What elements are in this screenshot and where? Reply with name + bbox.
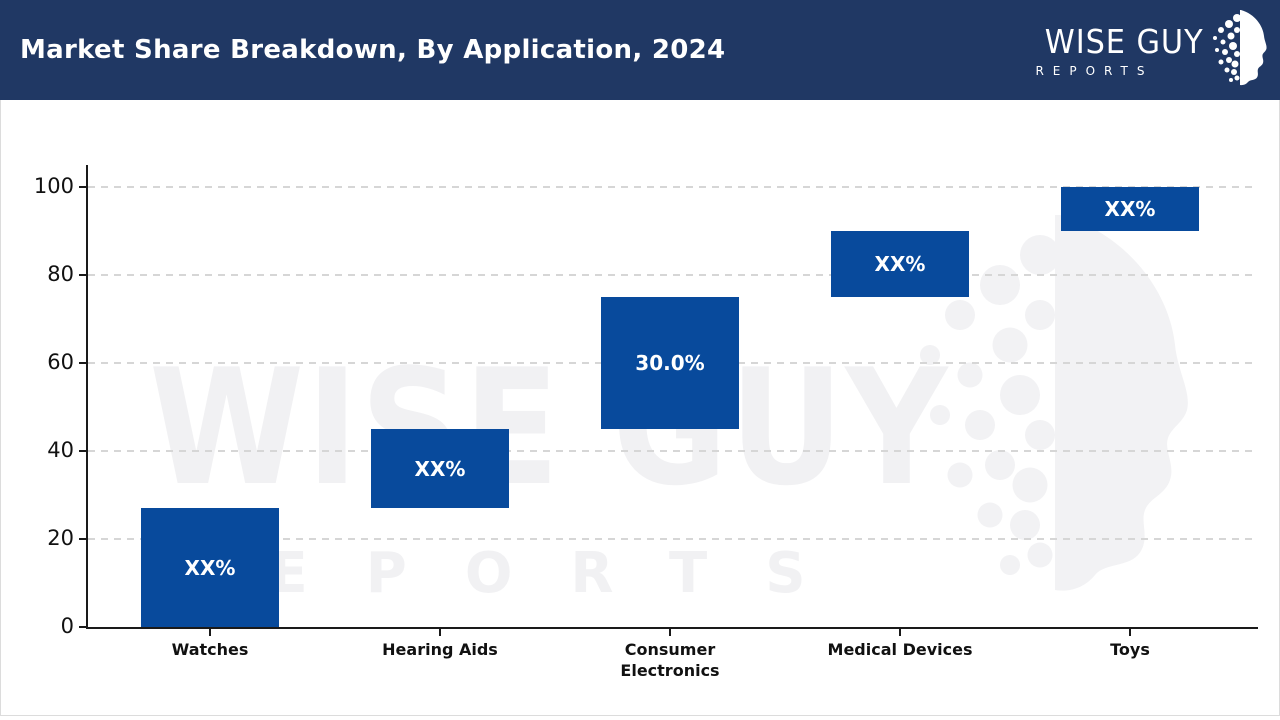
- gridline: [88, 538, 1258, 540]
- y-tick: [79, 362, 87, 364]
- bar-value-label: 30.0%: [635, 351, 705, 375]
- wiseguy-logo: WISE GUY REPORTS: [1031, 6, 1268, 94]
- gridline: [88, 274, 1258, 276]
- y-tick-label: 60: [47, 350, 74, 374]
- y-tick: [79, 450, 87, 452]
- y-tick-label: 40: [47, 438, 74, 462]
- x-tick: [669, 629, 671, 636]
- x-tick: [1129, 629, 1131, 636]
- gridline: [88, 450, 1258, 452]
- x-tick-label: Toys: [1110, 640, 1150, 659]
- x-tick: [209, 629, 211, 636]
- bar-segment: [831, 231, 969, 297]
- y-tick: [79, 274, 87, 276]
- gridline: [88, 186, 1258, 188]
- y-tick-label: 20: [47, 526, 74, 550]
- logo-wordmark: WISE GUY: [1045, 22, 1204, 61]
- page-title: Market Share Breakdown, By Application, …: [20, 35, 726, 65]
- x-tick: [899, 629, 901, 636]
- x-tick-label: Consumer Electronics: [620, 640, 720, 680]
- bar-segment: [601, 297, 739, 429]
- bar-value-label: XX%: [184, 555, 236, 580]
- logo-face-icon: [1213, 10, 1267, 86]
- bar-segment: [371, 429, 509, 509]
- bar-value-label: XX%: [874, 252, 926, 276]
- x-tick: [439, 629, 441, 636]
- y-tick: [79, 186, 87, 188]
- header-bar: Market Share Breakdown, By Application, …: [0, 0, 1280, 100]
- y-tick-label: 100: [33, 174, 74, 198]
- bar-value-label: XX%: [1104, 197, 1156, 221]
- logo-subtext: REPORTS: [1035, 64, 1154, 78]
- x-axis-line: [86, 627, 1258, 629]
- y-tick-label: 80: [47, 262, 74, 286]
- bar-value-label: XX%: [414, 456, 466, 481]
- bar-segment: [141, 508, 279, 627]
- x-tick-label: Hearing Aids: [382, 640, 498, 659]
- y-tick-label: 0: [60, 614, 74, 638]
- x-tick-label: Medical Devices: [827, 640, 973, 659]
- y-tick: [79, 538, 87, 540]
- bar-segment: [1061, 187, 1199, 231]
- y-axis-line: [86, 165, 88, 629]
- y-tick: [79, 626, 87, 628]
- x-tick-label: Watches: [171, 640, 249, 659]
- logo-text: WISE GUY REPORTS: [1031, 22, 1204, 78]
